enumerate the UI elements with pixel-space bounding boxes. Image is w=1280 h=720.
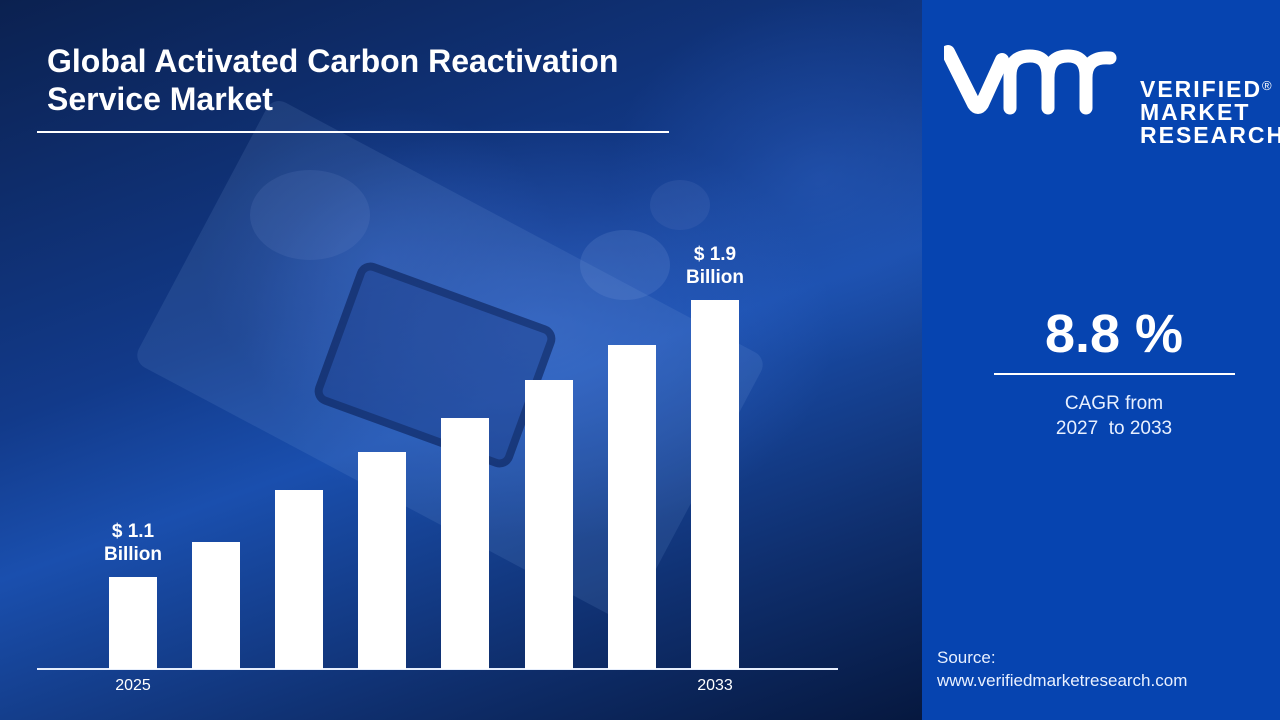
background-hand-shape	[580, 230, 670, 300]
bar-chart: 2025 2033 $ 1.1 Billion $ 1.9 Billion	[37, 244, 838, 694]
source-url: www.verifiedmarketresearch.com	[937, 671, 1188, 690]
source-note: Source: www.verifiedmarketresearch.com	[937, 646, 1187, 692]
title-divider	[37, 131, 669, 133]
background-hand-shape	[250, 170, 370, 260]
chart-bar	[441, 418, 489, 669]
summary-panel: VERIFIED MARKET RESEARCH ® 8.8 % CAGR fr…	[922, 0, 1280, 720]
cagr-label-line2: 2027 to 2033	[1055, 418, 1173, 439]
chart-title-line2: Service Market	[47, 81, 273, 117]
chart-bar	[192, 542, 240, 669]
chart-bar	[691, 300, 739, 669]
vmr-wordmark: VERIFIED MARKET RESEARCH	[1140, 78, 1280, 147]
bar-value-label: $ 1.1 Billion	[103, 521, 163, 565]
chart-bar	[608, 345, 656, 669]
vmr-logo: VERIFIED MARKET RESEARCH ®	[941, 38, 1280, 147]
x-axis-tick-label: 2033	[697, 677, 733, 694]
wordmark-line2: MARKET	[1140, 99, 1251, 125]
chart-bar	[275, 490, 323, 669]
cagr-label: CAGR from 2027 to 2033	[994, 391, 1234, 441]
cagr-divider	[994, 373, 1235, 375]
chart-bar	[358, 452, 406, 669]
chart-title: Global Activated Carbon Reactivation Ser…	[47, 42, 727, 118]
bar-value-label: $ 1.9 Billion	[685, 244, 745, 288]
x-axis-tick-label: 2025	[115, 677, 151, 694]
vmr-logo-icon	[941, 45, 1117, 115]
hero-background: Global Activated Carbon Reactivation Ser…	[0, 0, 922, 720]
chart-bar	[109, 577, 157, 669]
source-label: Source:	[937, 648, 996, 667]
cagr-value: 8.8 %	[1044, 304, 1184, 364]
background-watch-shape	[650, 180, 710, 230]
wordmark-line1: VERIFIED	[1140, 76, 1263, 102]
x-axis-line	[37, 668, 838, 670]
chart-title-line1: Global Activated Carbon Reactivation	[47, 43, 619, 79]
cagr-label-line1: CAGR from	[1064, 393, 1164, 414]
chart-bar	[525, 380, 573, 669]
wordmark-line3: RESEARCH	[1140, 122, 1280, 148]
registered-mark: ®	[1262, 78, 1272, 93]
